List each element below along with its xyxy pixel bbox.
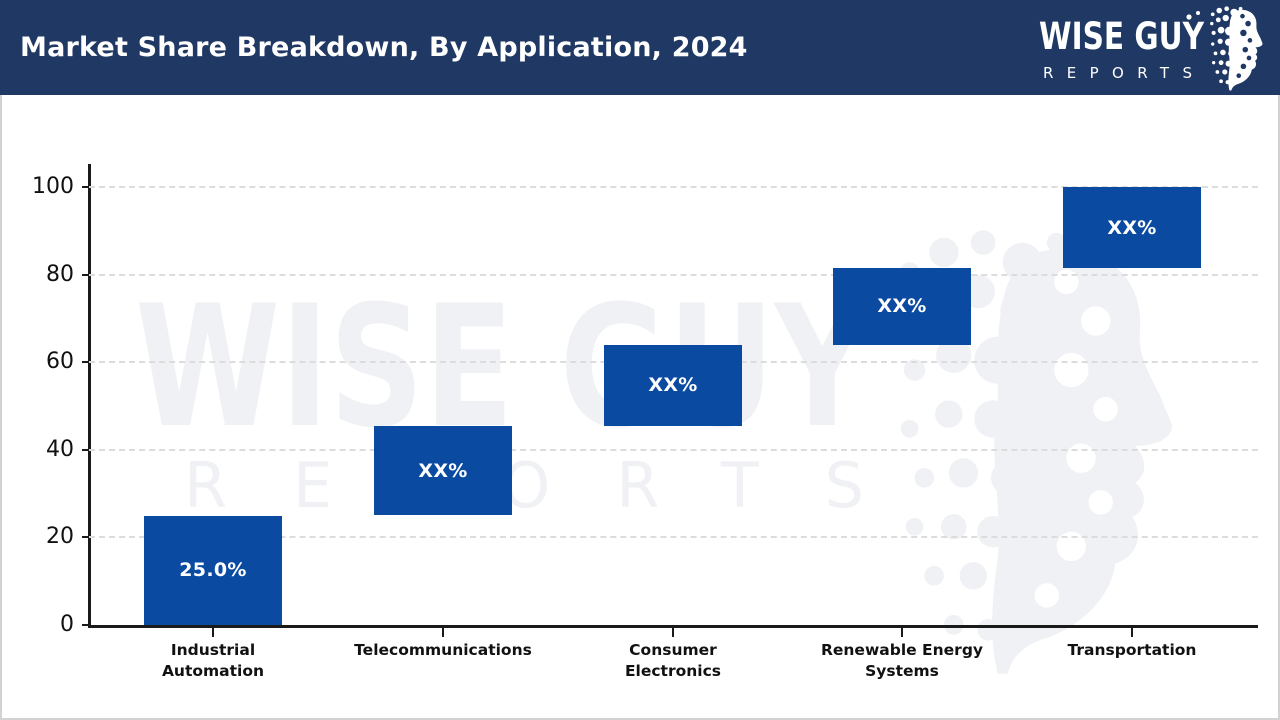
category-label: Renewable Energy Systems (820, 641, 984, 680)
x-tick (442, 628, 444, 637)
gridline (89, 536, 1258, 539)
bar-value-label: XX% (418, 459, 468, 482)
bar-value-label: XX% (877, 295, 927, 318)
bar-segment: 25.0% (144, 515, 282, 625)
waterfall-plot: 0 20 40 60 80 100 25.0% XX% XX% XX% XX% Industrial … (2, 95, 1278, 718)
y-tick-label: 20 (46, 524, 74, 550)
bar-segment: XX% (604, 344, 742, 426)
watermark-tagline-text: REPORTS (184, 449, 864, 522)
logo-dot-icon (1196, 11, 1200, 15)
x-axis-line (88, 625, 1258, 628)
bar-segment: XX% (1063, 187, 1201, 269)
y-tick (82, 186, 89, 188)
x-tick (1131, 628, 1133, 637)
page-title: Market Share Breakdown, By Application, … (20, 32, 748, 63)
wiseguy-logo: WISE GUY REPORTS (1039, 6, 1263, 91)
y-tick (82, 273, 89, 276)
y-tick-label: 100 (32, 174, 74, 199)
bar-segment: XX% (374, 425, 512, 516)
y-tick-label: 80 (46, 261, 74, 287)
x-tick (212, 628, 214, 637)
logo-dot-icon (1186, 14, 1192, 20)
logo-name-text: WISE GUY (1039, 15, 1205, 58)
header-bar: Market Share Breakdown, By Application, … (0, 0, 1280, 95)
y-tick (82, 361, 89, 364)
gridline (89, 186, 1258, 188)
x-tick (672, 628, 674, 637)
y-tick (82, 624, 89, 626)
y-tick-label: 60 (46, 349, 74, 375)
bar-segment: XX% (833, 268, 971, 345)
y-axis-line (88, 164, 91, 628)
y-tick-label: 40 (46, 436, 74, 462)
y-tick-label: 0 (60, 612, 74, 637)
category-label: Transportation (1067, 641, 1197, 659)
gridline (89, 273, 1258, 276)
logo-tagline-text: REPORTS (1043, 64, 1201, 82)
category-label: Industrial Automation (161, 641, 265, 680)
bar-value-label: 25.0% (179, 559, 247, 582)
logo-face-icon (1210, 6, 1263, 91)
bar-value-label: XX% (648, 374, 698, 397)
bar-value-label: XX% (1107, 216, 1157, 239)
category-label: Consumer Electronics (624, 641, 722, 680)
chart-area: WISE GUY REPORTS 02040608010025.0%XX%XX%… (0, 95, 1280, 720)
category-label: Telecommunications (354, 641, 532, 659)
y-tick (82, 536, 89, 539)
y-tick (82, 448, 89, 451)
x-tick (901, 628, 903, 637)
gridline (89, 448, 1258, 451)
